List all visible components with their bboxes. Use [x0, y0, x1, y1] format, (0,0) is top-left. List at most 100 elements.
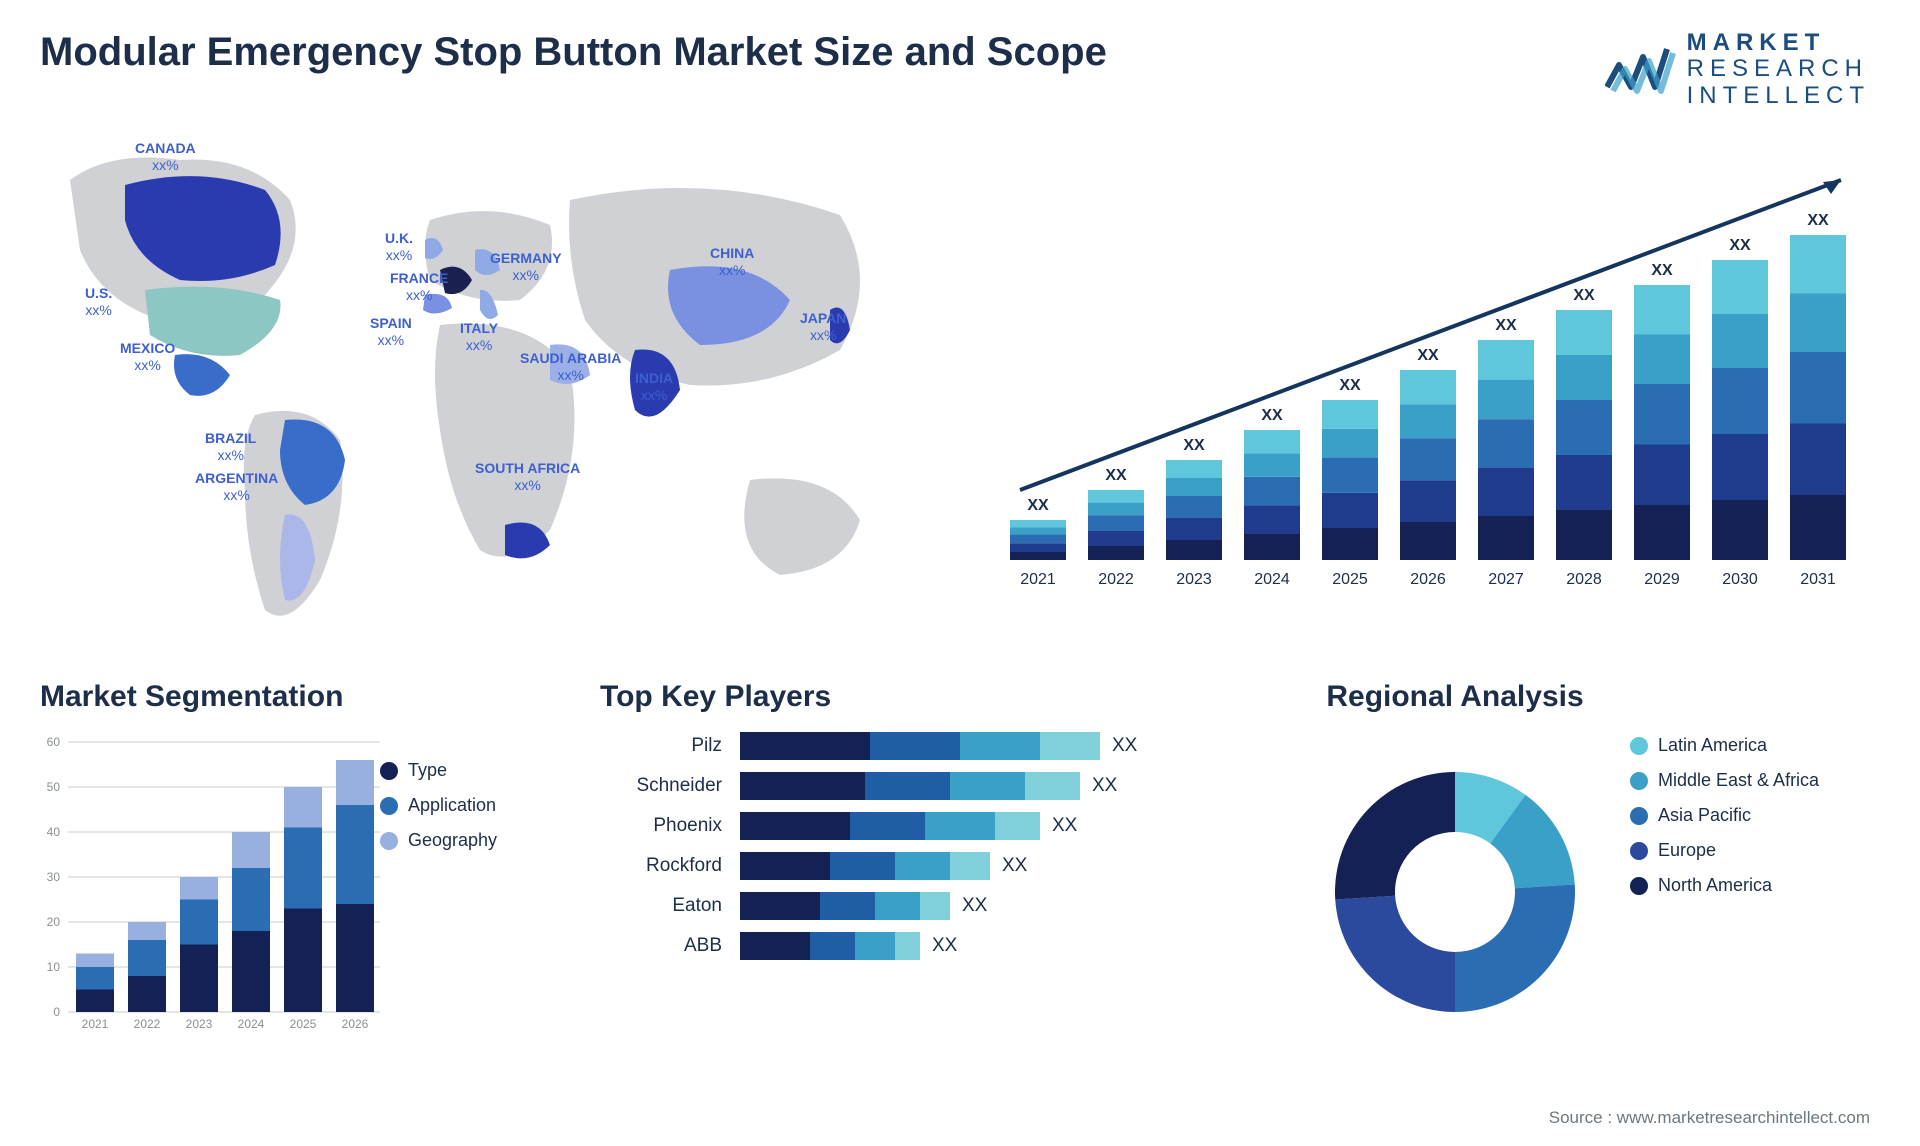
player-value: XX: [932, 935, 957, 957]
svg-text:XX: XX: [1027, 497, 1049, 514]
player-row-pilz: Pilz XX: [600, 732, 1250, 760]
map-label-india: INDIAxx%: [635, 370, 673, 404]
svg-text:2030: 2030: [1722, 571, 1758, 588]
region-legend-middle-east---africa: Middle East & Africa: [1630, 770, 1819, 791]
svg-text:2027: 2027: [1488, 571, 1524, 588]
regional-donut: [1305, 732, 1605, 1032]
svg-text:2021: 2021: [1020, 571, 1056, 588]
svg-text:60: 60: [47, 735, 61, 749]
player-bar: [740, 772, 1080, 800]
svg-text:XX: XX: [1729, 237, 1751, 254]
player-name: Phoenix: [600, 815, 740, 837]
seg-legend-type: Type: [380, 760, 497, 781]
player-row-phoenix: Phoenix XX: [600, 812, 1250, 840]
map-label-brazil: BRAZILxx%: [205, 430, 256, 464]
player-row-rockford: Rockford XX: [600, 852, 1250, 880]
segmentation-title: Market Segmentation: [40, 680, 510, 714]
svg-text:XX: XX: [1807, 212, 1829, 229]
svg-text:XX: XX: [1105, 467, 1127, 484]
svg-text:10: 10: [47, 960, 61, 974]
player-name: Schneider: [600, 775, 740, 797]
player-value: XX: [1002, 855, 1027, 877]
svg-text:2022: 2022: [134, 1017, 161, 1031]
map-label-saudiarabia: SAUDI ARABIAxx%: [520, 350, 621, 384]
svg-text:2028: 2028: [1566, 571, 1602, 588]
players-title: Top Key Players: [600, 680, 1250, 714]
growth-chart-svg: XX 2021 XX 2022 XX 2023 XX 2024 XX 2025 XX 2026 XX 20…: [980, 130, 1850, 630]
player-bar: [740, 812, 1040, 840]
svg-text:2023: 2023: [186, 1017, 213, 1031]
map-label-france: FRANCExx%: [390, 270, 448, 304]
growth-chart: XX 2021 XX 2022 XX 2023 XX 2024 XX 2025 XX 2026 XX 20…: [980, 130, 1850, 630]
svg-text:40: 40: [47, 825, 61, 839]
regional-title: Regional Analysis: [1290, 680, 1620, 714]
svg-text:XX: XX: [1417, 347, 1439, 364]
player-name: Rockford: [600, 855, 740, 877]
map-label-italy: ITALYxx%: [460, 320, 498, 354]
seg-legend-geography: Geography: [380, 830, 497, 851]
svg-text:2026: 2026: [1410, 571, 1446, 588]
map-label-argentina: ARGENTINAxx%: [195, 470, 278, 504]
player-name: Pilz: [600, 735, 740, 757]
regional-legend: Latin America Middle East & Africa Asia Pa…: [1630, 735, 1819, 910]
map-label-us: U.S.xx%: [85, 285, 112, 319]
region-legend-europe: Europe: [1630, 840, 1819, 861]
svg-text:XX: XX: [1261, 407, 1283, 424]
world-map: CANADAxx%U.S.xx%MEXICOxx%BRAZILxx%ARGENT…: [30, 130, 950, 650]
regional-panel: Regional Analysis Latin America Middle Ea…: [1290, 680, 1890, 1050]
player-row-schneider: Schneider XX: [600, 772, 1250, 800]
svg-text:2024: 2024: [1254, 571, 1290, 588]
region-legend-asia-pacific: Asia Pacific: [1630, 805, 1819, 826]
player-name: Eaton: [600, 895, 740, 917]
map-label-southafrica: SOUTH AFRICAxx%: [475, 460, 580, 494]
map-label-japan: JAPANxx%: [800, 310, 846, 344]
svg-text:2022: 2022: [1098, 571, 1134, 588]
player-value: XX: [1112, 735, 1137, 757]
player-value: XX: [1052, 815, 1077, 837]
svg-text:50: 50: [47, 780, 61, 794]
player-bar: [740, 892, 950, 920]
map-svg: [30, 130, 950, 650]
source-text: Source : www.marketresearchintellect.com: [1549, 1108, 1870, 1128]
player-row-eaton: Eaton XX: [600, 892, 1250, 920]
player-bar: [740, 732, 1100, 760]
segmentation-legend: Type Application Geography: [380, 760, 497, 865]
svg-text:XX: XX: [1183, 437, 1205, 454]
region-legend-latin-america: Latin America: [1630, 735, 1819, 756]
page-title: Modular Emergency Stop Button Market Siz…: [40, 30, 1107, 75]
map-label-spain: SPAINxx%: [370, 315, 412, 349]
map-label-germany: GERMANYxx%: [490, 250, 562, 284]
svg-text:2025: 2025: [1332, 571, 1368, 588]
map-label-china: CHINAxx%: [710, 245, 754, 279]
svg-text:20: 20: [47, 915, 61, 929]
segmentation-panel: Market Segmentation 0 10 20 30 40 50 60 2021 202…: [40, 680, 510, 1050]
svg-text:XX: XX: [1573, 287, 1595, 304]
svg-text:2023: 2023: [1176, 571, 1212, 588]
logo-text: MARKET RESEARCH INTELLECT: [1687, 30, 1870, 109]
svg-text:2026: 2026: [342, 1017, 369, 1031]
player-row-abb: ABB XX: [600, 932, 1250, 960]
region-legend-north-america: North America: [1630, 875, 1819, 896]
svg-text:0: 0: [53, 1005, 60, 1019]
svg-text:2024: 2024: [238, 1017, 265, 1031]
player-name: ABB: [600, 935, 740, 957]
players-panel: Top Key Players PilzXXSchneiderXXPhoenix…: [600, 680, 1250, 1050]
svg-text:2031: 2031: [1800, 571, 1836, 588]
player-bar: [740, 852, 990, 880]
svg-text:XX: XX: [1651, 262, 1673, 279]
svg-text:2025: 2025: [290, 1017, 317, 1031]
map-label-mexico: MEXICOxx%: [120, 340, 175, 374]
svg-text:2021: 2021: [82, 1017, 109, 1031]
svg-text:30: 30: [47, 870, 61, 884]
player-value: XX: [1092, 775, 1117, 797]
svg-text:2029: 2029: [1644, 571, 1680, 588]
map-label-uk: U.K.xx%: [385, 230, 413, 264]
svg-text:XX: XX: [1339, 377, 1361, 394]
seg-legend-application: Application: [380, 795, 497, 816]
segmentation-chart: 0 10 20 30 40 50 60 2021 2022 2023 2024 2025 2026: [40, 732, 380, 1032]
brand-logo: MARKET RESEARCH INTELLECT: [1605, 30, 1870, 109]
player-value: XX: [962, 895, 987, 917]
logo-icon: [1605, 45, 1677, 95]
svg-text:XX: XX: [1495, 317, 1517, 334]
player-bar: [740, 932, 920, 960]
